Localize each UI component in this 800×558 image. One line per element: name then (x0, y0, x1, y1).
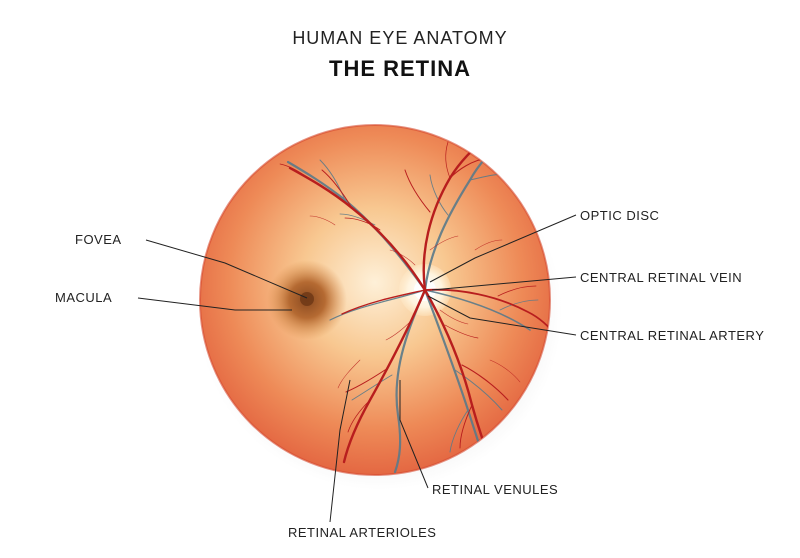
label-fovea: FOVEA (75, 232, 122, 247)
fovea-pit (300, 292, 314, 306)
label-optic-disc: OPTIC DISC (580, 208, 659, 223)
label-central-vein: CENTRAL RETINAL VEIN (580, 270, 742, 285)
label-retinal-venules: RETINAL VENULES (432, 482, 558, 497)
label-macula: MACULA (55, 290, 112, 305)
label-retinal-arterioles: RETINAL ARTERIOLES (288, 525, 436, 540)
label-central-artery: CENTRAL RETINAL ARTERY (580, 328, 764, 343)
